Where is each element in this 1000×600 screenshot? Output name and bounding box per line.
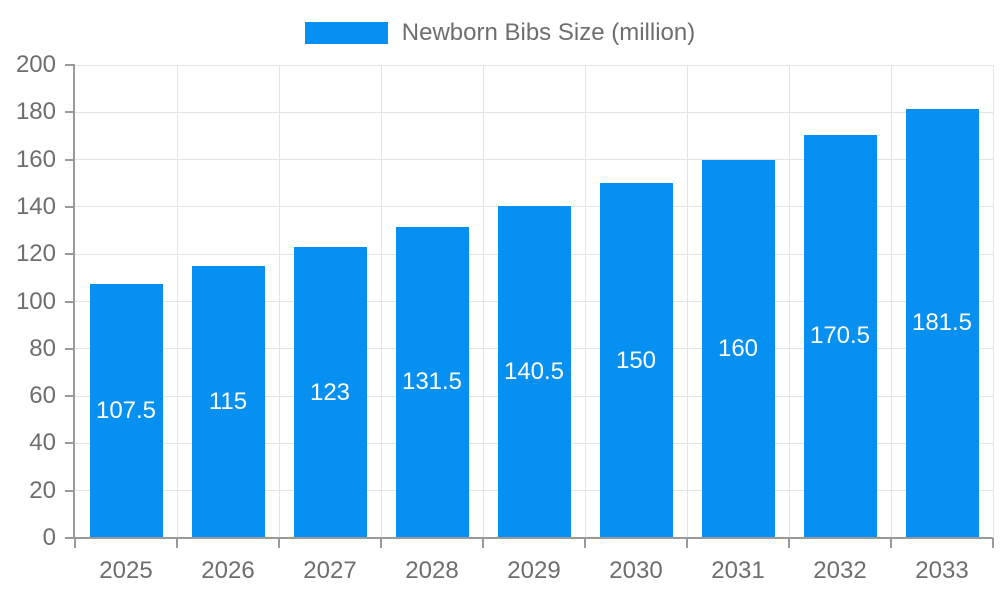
- y-tick: [65, 489, 75, 492]
- bar-value-label: 131.5: [401, 368, 463, 396]
- bar-2029: 140.5: [497, 205, 571, 538]
- bar-2026: 115: [191, 266, 265, 538]
- y-tick-label: 0: [42, 524, 56, 551]
- plot-area: 107.5 115 123 131.5 140.5 150 160 170.5 181.5: [75, 64, 994, 538]
- y-tick: [65, 111, 75, 114]
- x-tick: [992, 538, 994, 548]
- bar-value-label: 181.5: [911, 309, 973, 337]
- y-gridline: [75, 64, 993, 66]
- bar-value-label: 115: [208, 388, 248, 415]
- bar-value-label: 123: [309, 378, 351, 406]
- y-gridline: [75, 159, 993, 161]
- bar-value-label: 140.5: [503, 357, 565, 385]
- y-tick-label: 200: [15, 51, 56, 78]
- y-tick: [65, 442, 75, 445]
- y-tick: [65, 300, 75, 303]
- y-tick-label: 100: [15, 287, 56, 315]
- x-tick: [482, 538, 484, 548]
- x-gridline: [380, 65, 382, 538]
- legend-item[interactable]: Newborn Bibs Size (million): [0, 19, 1000, 47]
- y-tick-label: 40: [29, 429, 56, 457]
- bar-value-label: 107.5: [95, 396, 157, 424]
- x-tick-label: 2033: [915, 557, 969, 584]
- x-tick-label: 2028: [405, 557, 459, 584]
- legend-swatch-icon: [304, 22, 388, 44]
- x-tick-label: 2025: [99, 557, 153, 584]
- x-gridline: [992, 65, 994, 538]
- y-tick-label: 120: [15, 240, 56, 268]
- bar-2033: 181.5: [905, 108, 979, 538]
- x-tick: [686, 538, 688, 548]
- x-tick-label: 2029: [507, 557, 561, 584]
- x-gridline: [788, 65, 790, 538]
- y-tick: [65, 395, 75, 398]
- y-tick: [65, 347, 75, 350]
- bar-2027: 123: [293, 247, 367, 538]
- y-tick-label: 20: [29, 476, 56, 504]
- y-tick: [65, 253, 75, 256]
- x-tick-label: 2030: [609, 557, 663, 584]
- x-gridline: [176, 65, 178, 538]
- x-tick: [380, 538, 382, 548]
- x-tick: [278, 538, 280, 548]
- bar-2028: 131.5: [395, 227, 469, 538]
- y-tick: [65, 64, 75, 66]
- x-tick-label: 2026: [201, 557, 255, 584]
- x-gridline: [890, 65, 892, 538]
- y-tick-label: 160: [15, 145, 56, 173]
- y-tick-label: 80: [29, 334, 56, 362]
- bar-2032: 170.5: [803, 134, 877, 538]
- x-tick-label: 2031: [711, 557, 765, 584]
- x-tick-label: 2032: [813, 557, 867, 584]
- y-tick: [65, 537, 75, 539]
- y-gridline: [75, 111, 993, 113]
- x-tick: [584, 538, 586, 548]
- bar-2030: 150: [599, 183, 673, 538]
- x-gridline: [482, 65, 484, 538]
- legend-label: Newborn Bibs Size (million): [401, 19, 696, 46]
- x-tick-label: 2027: [303, 557, 357, 584]
- x-gridline: [278, 65, 280, 538]
- x-gridline: [584, 65, 586, 538]
- x-tick: [176, 538, 178, 548]
- bar-value-label: 160: [717, 334, 759, 362]
- x-tick: [788, 538, 790, 548]
- y-tick-label: 180: [15, 98, 56, 126]
- y-tick: [65, 158, 75, 161]
- x-tick: [74, 538, 76, 548]
- x-tick: [890, 538, 892, 548]
- bar-2031: 160: [701, 159, 775, 538]
- y-tick: [65, 205, 75, 208]
- bar-2025: 107.5: [89, 283, 163, 538]
- x-gridline: [686, 65, 688, 538]
- bar-value-label: 150: [615, 346, 657, 374]
- x-axis-line: [75, 537, 993, 539]
- y-tick-label: 140: [15, 192, 56, 220]
- bar-value-label: 170.5: [809, 322, 871, 350]
- y-tick-label: 60: [29, 382, 56, 410]
